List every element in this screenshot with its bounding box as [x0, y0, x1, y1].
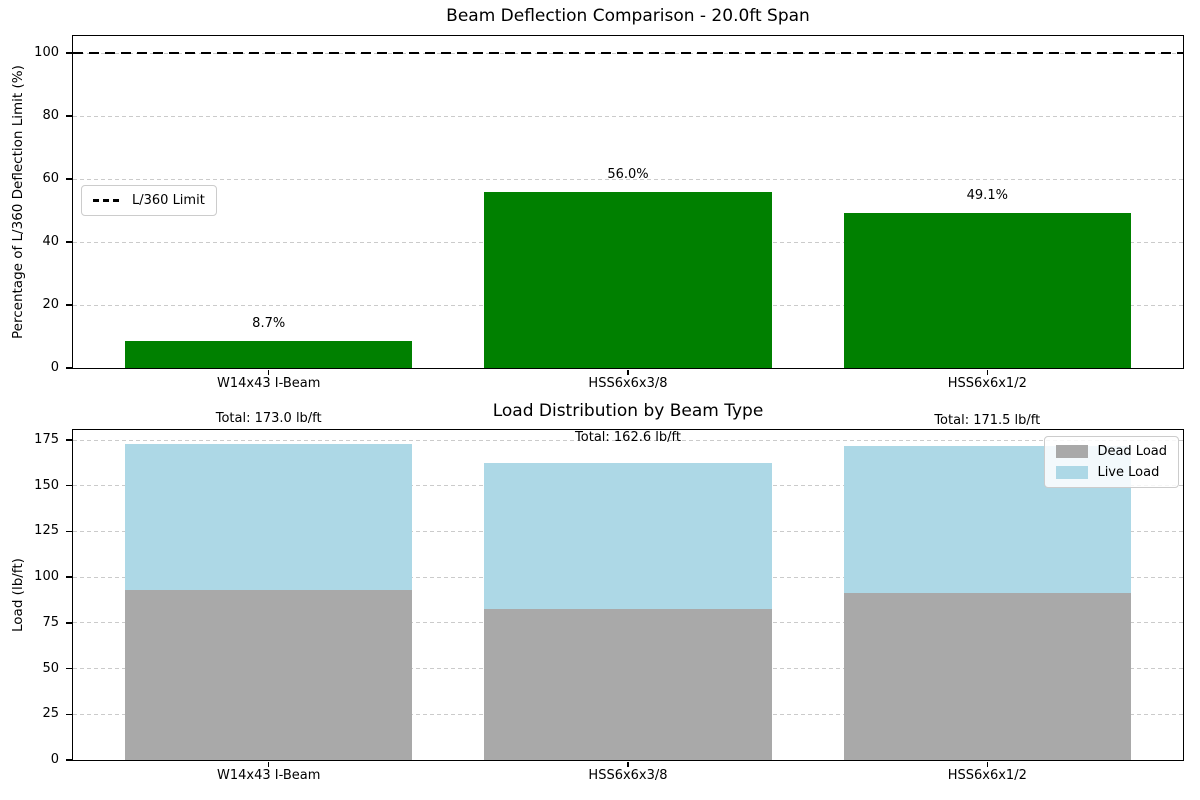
- legend-entry-dead-load: Dead Load: [1056, 444, 1167, 459]
- legend-entry-live-load: Live Load: [1056, 465, 1167, 480]
- gridline-175: [73, 439, 1183, 441]
- y-tick-label-0: 0: [50, 360, 59, 375]
- y-tick-label-175: 175: [34, 432, 59, 448]
- y-tick-label-100: 100: [34, 569, 59, 585]
- x-tick-mark: [627, 761, 629, 767]
- load-chart-plot-area: Dead Load Live Load 0 25 50 75 100 125 150 175 W…: [34, 411, 1184, 783]
- y-tick-label-25: 25: [42, 706, 59, 722]
- gridline-60: [73, 178, 1183, 180]
- gridline-80: [73, 115, 1183, 117]
- y-tick-mark: [66, 485, 72, 487]
- y-tick-mark: [66, 713, 72, 715]
- legend-label: Live Load: [1097, 465, 1160, 480]
- legend-label: L/360 Limit: [132, 193, 205, 208]
- x-tick-label-hss6x6x1-2: HSS6x6x1/2: [947, 376, 1027, 391]
- bar-w14x43-i-beam-dead-load-segment: [124, 589, 413, 760]
- legend-label: Dead Load: [1097, 444, 1167, 459]
- total-label: Total: 162.6 lb/ft: [575, 429, 681, 445]
- x-tick-label-hss6x6x3-8: HSS6x6x3/8: [588, 768, 668, 783]
- y-tick-mark: [66, 622, 72, 624]
- y-tick-label-20: 20: [42, 297, 59, 312]
- deflection-chart-plot-area: L/360 Limit 0 20 40 60 80 100 W14x43 I-Beam 8.7…: [34, 35, 1184, 391]
- x-tick-label-w14x43-i-beam: W14x43 I-Beam: [217, 376, 321, 391]
- deflection-chart-title: Beam Deflection Comparison - 20.0ft Span: [446, 6, 810, 26]
- bar-w14x43-i-beam: [124, 340, 413, 368]
- bar-w14x43-i-beam-live-load-segment: [124, 443, 413, 590]
- y-tick-label-100: 100: [34, 45, 59, 60]
- limit-line: [73, 51, 1183, 55]
- x-tick-mark: [986, 369, 988, 375]
- load-chart-title: Load Distribution by Beam Type: [492, 401, 764, 421]
- x-tick-label-w14x43-i-beam: W14x43 I-Beam: [217, 768, 321, 783]
- bar-hss6x6x3-8: [484, 191, 772, 368]
- deflection-y-axis-label: Percentage of L/360 Deflection Limit (%): [10, 65, 26, 339]
- x-tick-mark: [627, 369, 629, 375]
- x-tick-label-hss6x6x3-8: HSS6x6x3/8: [588, 376, 668, 391]
- x-tick-mark: [267, 369, 270, 375]
- x-tick-mark: [267, 761, 270, 767]
- y-tick-mark: [66, 439, 72, 441]
- y-tick-label-80: 80: [42, 108, 59, 123]
- live-load-swatch-icon: [1056, 466, 1089, 479]
- y-tick-label-150: 150: [34, 477, 59, 493]
- y-tick-mark: [66, 241, 72, 243]
- y-tick-label-75: 75: [42, 614, 59, 630]
- y-tick-mark: [66, 367, 72, 369]
- y-tick-mark: [66, 178, 72, 180]
- y-tick-label-125: 125: [34, 523, 59, 539]
- bar-value-label: 49.1%: [966, 188, 1008, 204]
- bar-value-label: 56.0%: [607, 166, 649, 182]
- dead-load-swatch-icon: [1056, 445, 1089, 458]
- y-tick-mark: [66, 304, 72, 306]
- dashed-line-sample-icon: [93, 199, 123, 202]
- bar-hss6x6x1-2: [843, 213, 1132, 368]
- y-tick-mark: [66, 576, 72, 578]
- bar-value-label: 8.7%: [252, 315, 286, 331]
- y-tick-label-50: 50: [42, 660, 59, 676]
- x-tick-mark: [986, 761, 988, 767]
- y-tick-label-60: 60: [42, 171, 59, 186]
- y-tick-label-0: 0: [50, 752, 59, 767]
- bar-hss6x6x3-8-live-load-segment: [484, 462, 772, 609]
- bar-hss6x6x1-2-dead-load-segment: [843, 592, 1132, 760]
- x-tick-label-hss6x6x1-2: HSS6x6x1/2: [947, 768, 1027, 783]
- y-tick-mark: [66, 115, 72, 117]
- y-tick-mark: [66, 667, 72, 670]
- y-tick-mark: [66, 52, 72, 54]
- y-tick-label-40: 40: [42, 234, 59, 249]
- y-tick-mark: [66, 759, 72, 761]
- load-chart-legend: Dead Load Live Load: [1044, 436, 1179, 488]
- deflection-chart-legend: L/360 Limit: [81, 185, 217, 216]
- total-label: Total: 173.0 lb/ft: [215, 410, 322, 426]
- bar-hss6x6x3-8-dead-load-segment: [484, 609, 772, 760]
- y-tick-mark: [66, 530, 72, 533]
- total-label: Total: 171.5 lb/ft: [934, 413, 1041, 429]
- legend-entry-limit-line: L/360 Limit: [93, 193, 205, 208]
